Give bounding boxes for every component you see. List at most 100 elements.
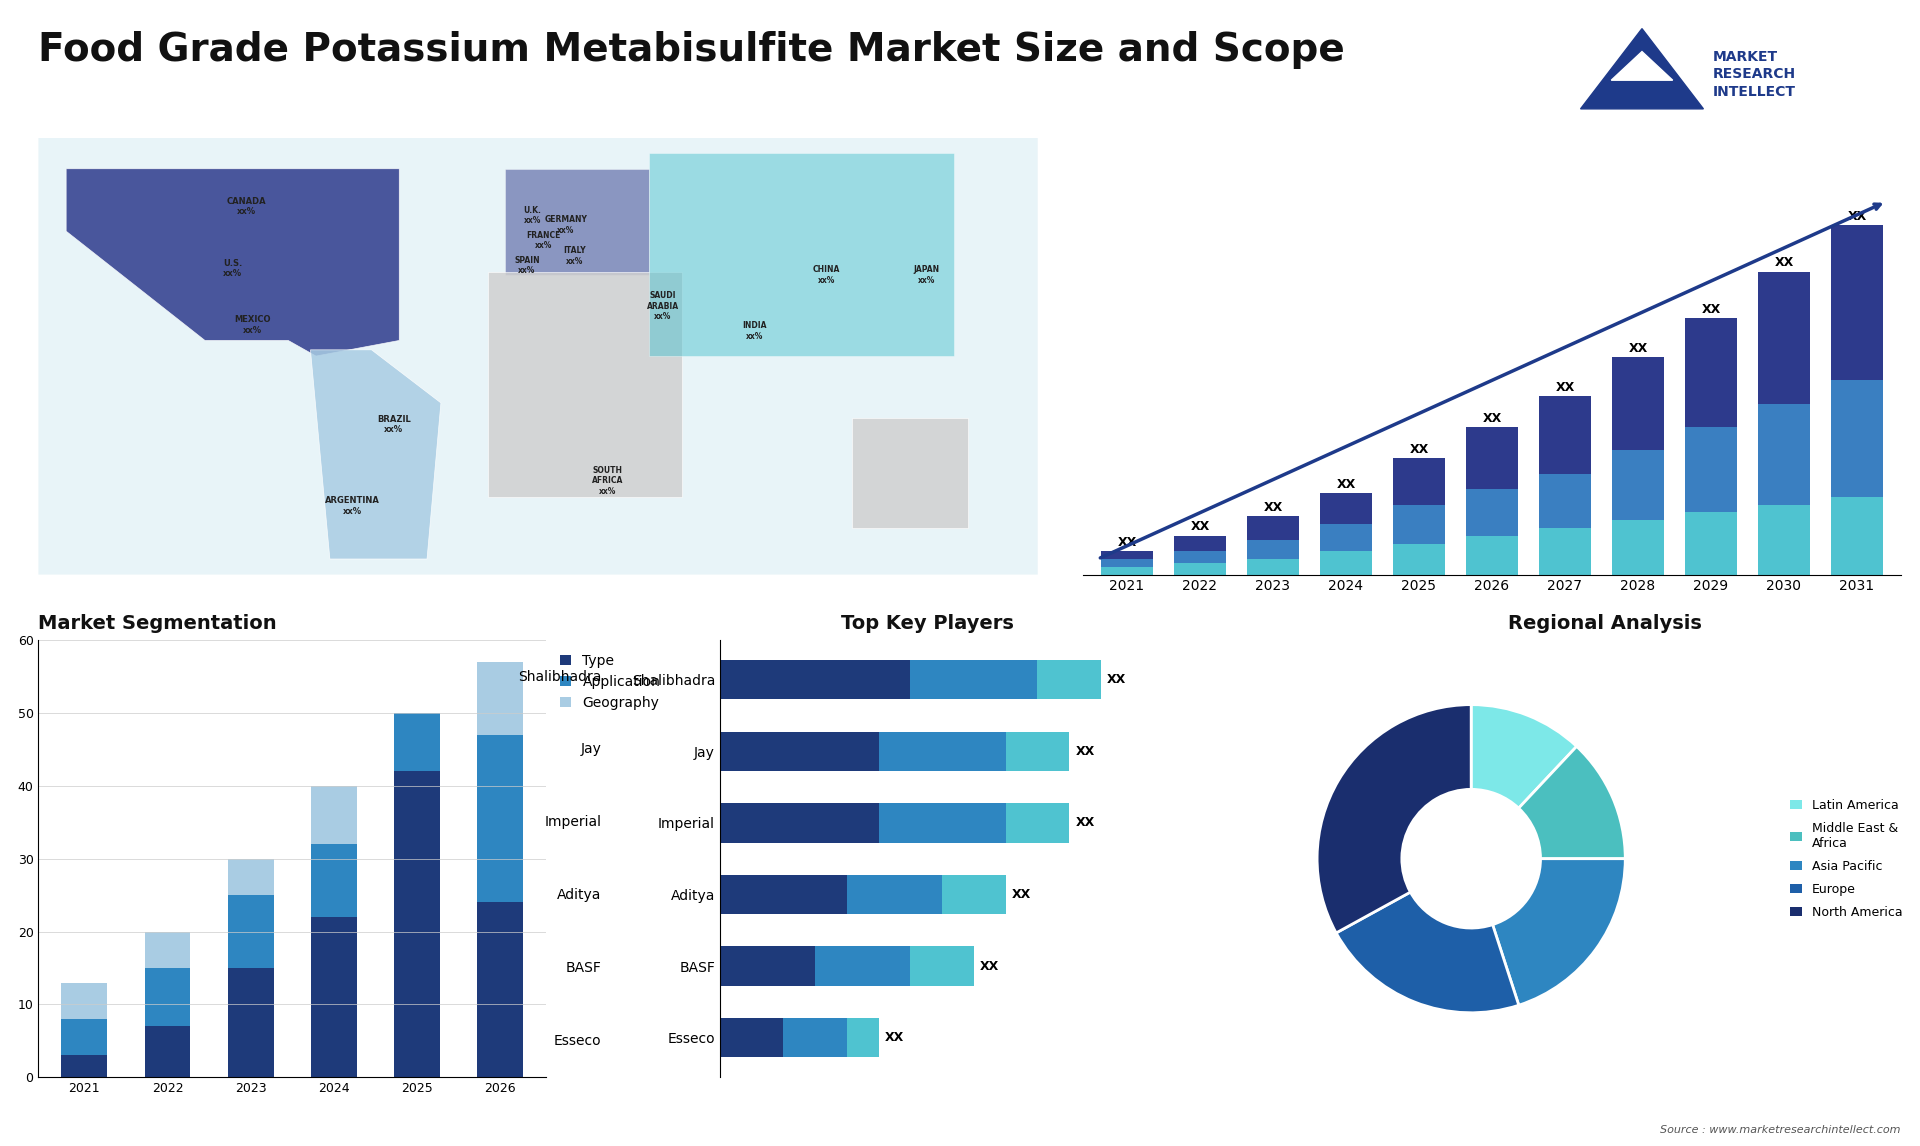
Text: U.K.
xx%: U.K. xx% [524, 206, 541, 226]
Text: XX: XX [1482, 411, 1501, 425]
Text: ARGENTINA
xx%: ARGENTINA xx% [324, 496, 380, 516]
Bar [478, 902, 524, 1077]
Text: U.S.
xx%: U.S. xx% [223, 259, 242, 278]
Text: BRAZIL
xx%: BRAZIL xx% [376, 415, 411, 434]
Text: XX: XX [1263, 501, 1283, 515]
Bar [311, 786, 357, 845]
Bar [1613, 358, 1663, 450]
Text: Jay: Jay [580, 743, 601, 756]
Text: MARKET: MARKET [1713, 50, 1778, 64]
Title: Top Key Players: Top Key Players [841, 614, 1014, 633]
Text: XX: XX [1409, 442, 1428, 456]
Text: CHINA
xx%: CHINA xx% [812, 265, 841, 284]
Text: Source : www.marketresearchintellect.com: Source : www.marketresearchintellect.com [1661, 1124, 1901, 1135]
Bar [144, 968, 190, 1027]
Bar [1248, 517, 1298, 540]
Bar [478, 735, 524, 902]
Text: BASF: BASF [566, 961, 601, 975]
Bar [61, 1019, 108, 1055]
Bar [1102, 559, 1152, 567]
Bar [61, 982, 108, 1019]
Text: Food Grade Potassium Metabisulfite Market Size and Scope: Food Grade Potassium Metabisulfite Marke… [38, 31, 1346, 69]
Bar [144, 1027, 190, 1077]
Bar [1613, 450, 1663, 520]
Text: XX: XX [1117, 536, 1137, 549]
Bar [1321, 493, 1371, 524]
Bar [1175, 551, 1225, 563]
Bar [1248, 540, 1298, 559]
Text: XX: XX [1336, 478, 1356, 490]
Text: SPAIN
xx%: SPAIN xx% [515, 256, 540, 275]
Bar [1759, 504, 1809, 574]
Polygon shape [505, 168, 649, 275]
Bar [1832, 380, 1882, 497]
Polygon shape [1611, 52, 1672, 80]
Bar [311, 845, 357, 917]
Text: XX: XX [1555, 380, 1574, 393]
Text: XX: XX [1774, 257, 1793, 269]
Bar [1759, 272, 1809, 403]
Bar [1832, 497, 1882, 574]
Text: INDIA
xx%: INDIA xx% [743, 321, 766, 340]
Bar [1467, 489, 1517, 535]
Text: XX: XX [1190, 520, 1210, 533]
Bar [228, 968, 275, 1077]
Bar [1394, 458, 1444, 504]
Bar [144, 932, 190, 968]
Title: Regional Analysis: Regional Analysis [1507, 614, 1701, 633]
Bar [1467, 535, 1517, 574]
Polygon shape [488, 272, 682, 496]
Bar [1540, 395, 1590, 473]
Text: CANADA
xx%: CANADA xx% [227, 196, 267, 215]
Bar [1759, 403, 1809, 504]
Bar [228, 895, 275, 968]
Polygon shape [649, 154, 954, 356]
FancyBboxPatch shape [38, 138, 1037, 574]
Bar [1686, 319, 1736, 427]
Text: XX: XX [1701, 303, 1720, 316]
Bar [1321, 551, 1371, 574]
Bar [1394, 543, 1444, 574]
Bar [1102, 567, 1152, 574]
Text: XX: XX [1628, 342, 1647, 355]
Bar [1613, 520, 1663, 574]
Polygon shape [65, 168, 399, 356]
Text: RESEARCH: RESEARCH [1713, 68, 1795, 81]
Bar [1175, 563, 1225, 574]
Bar [1175, 535, 1225, 551]
Bar [1321, 524, 1371, 551]
Text: Esseco: Esseco [553, 1034, 601, 1047]
Text: INTELLECT: INTELLECT [1713, 85, 1795, 99]
Text: Imperial: Imperial [545, 815, 601, 830]
Bar [1832, 225, 1882, 380]
Bar [311, 917, 357, 1077]
Text: SOUTH
AFRICA
xx%: SOUTH AFRICA xx% [591, 466, 624, 496]
Text: SAUDI
ARABIA
xx%: SAUDI ARABIA xx% [647, 291, 680, 321]
Text: MEXICO
xx%: MEXICO xx% [234, 315, 271, 335]
Polygon shape [311, 350, 442, 559]
Bar [1686, 512, 1736, 574]
Text: Market Segmentation: Market Segmentation [38, 614, 276, 633]
Text: FRANCE
xx%: FRANCE xx% [526, 230, 561, 250]
Bar [394, 713, 440, 771]
Polygon shape [1580, 29, 1703, 109]
Bar [394, 771, 440, 1077]
Bar [1394, 504, 1444, 543]
Bar [228, 858, 275, 895]
Text: Aditya: Aditya [557, 888, 601, 902]
Polygon shape [852, 418, 968, 528]
Legend: Type, Application, Geography: Type, Application, Geography [553, 647, 668, 717]
Bar [1686, 427, 1736, 512]
Bar [1467, 427, 1517, 489]
Text: Shalibhadra: Shalibhadra [518, 669, 601, 683]
Bar [478, 662, 524, 735]
Text: ITALY
xx%: ITALY xx% [563, 246, 586, 266]
Text: GERMANY
xx%: GERMANY xx% [545, 215, 588, 235]
Bar [1540, 528, 1590, 574]
Bar [1540, 473, 1590, 528]
Bar [1248, 559, 1298, 574]
Text: JAPAN
xx%: JAPAN xx% [914, 265, 939, 284]
Bar [61, 1055, 108, 1077]
Text: XX: XX [1847, 210, 1866, 222]
Bar [1102, 551, 1152, 559]
